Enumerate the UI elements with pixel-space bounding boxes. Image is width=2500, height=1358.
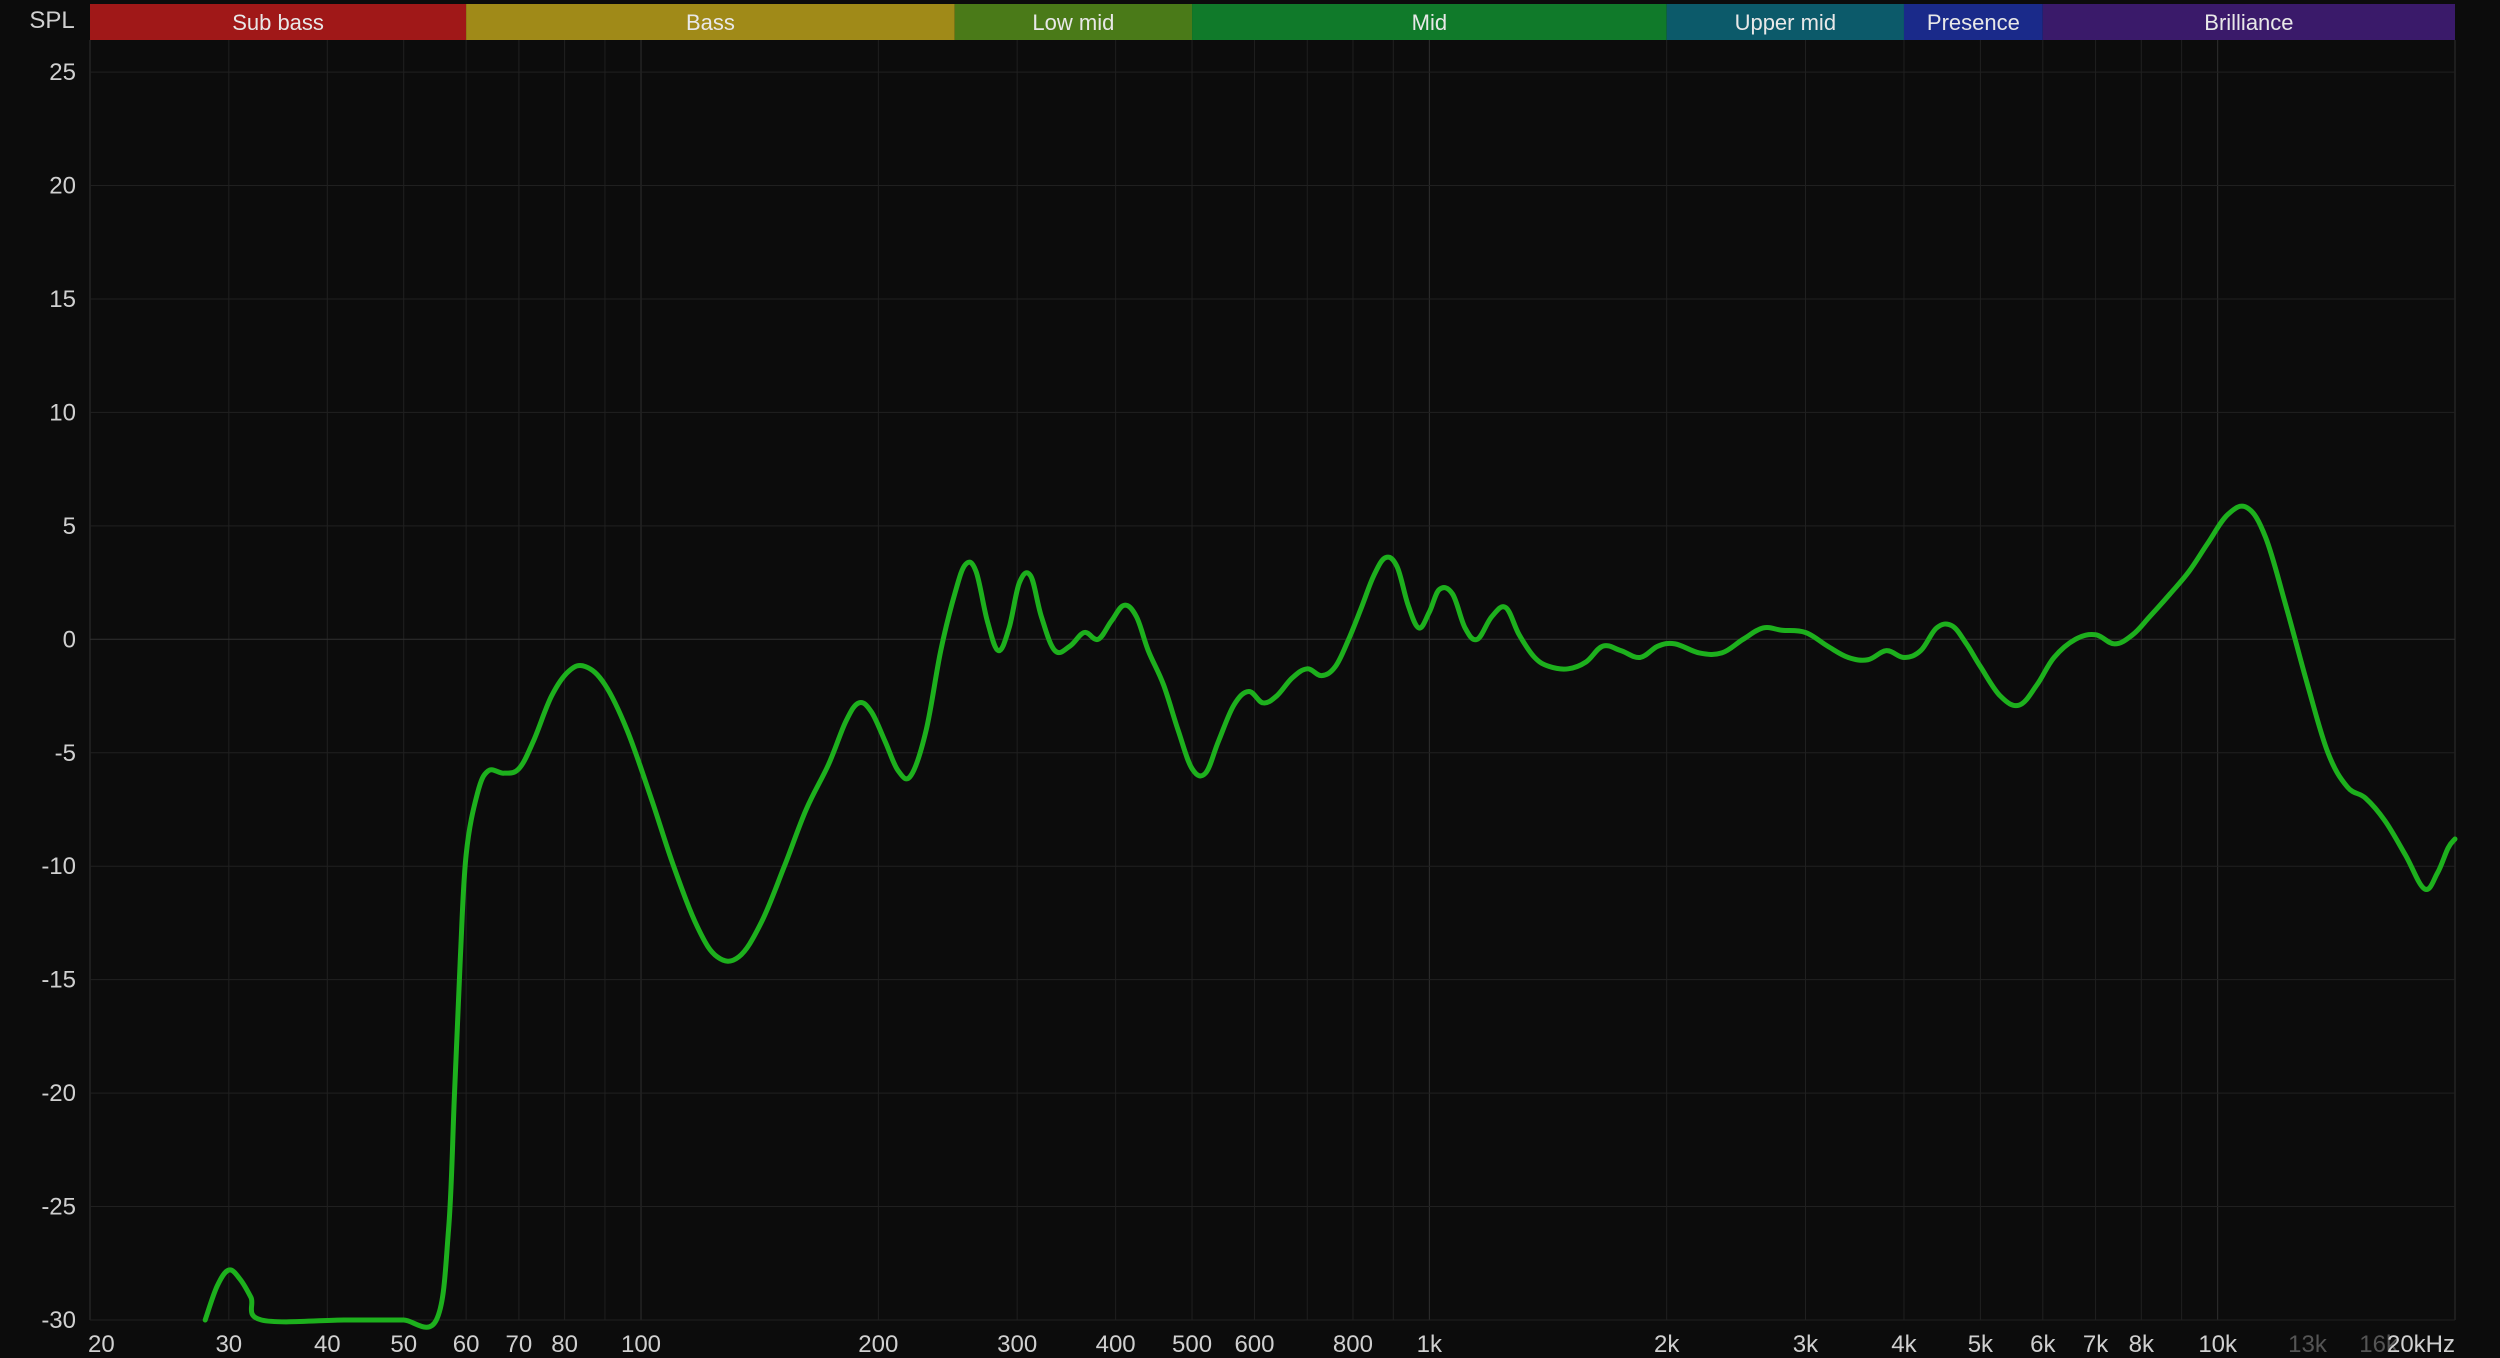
y-axis-label: SPL bbox=[29, 7, 74, 34]
x-tick-label: 400 bbox=[1096, 1331, 1136, 1358]
x-tick-label: 1k bbox=[1417, 1331, 1443, 1358]
x-tick-label: 200 bbox=[858, 1331, 898, 1358]
chart-background bbox=[0, 0, 2500, 1358]
band-label-bass: Bass bbox=[686, 10, 735, 35]
chart-svg: Sub bass Bass Low mid Mid Upper mid Presence B… bbox=[0, 0, 2500, 1358]
y-tick-label: 15 bbox=[49, 286, 76, 313]
y-tick-label: -10 bbox=[41, 853, 76, 880]
y-tick-label: 5 bbox=[63, 513, 76, 540]
y-tick-label: -30 bbox=[41, 1307, 76, 1334]
x-tick-label: 2k bbox=[1654, 1331, 1680, 1358]
x-tick-label: 60 bbox=[453, 1331, 480, 1358]
x-tick-label: 300 bbox=[997, 1331, 1037, 1358]
x-tick-label: 80 bbox=[551, 1331, 578, 1358]
x-tick-label: 8k bbox=[2129, 1331, 2155, 1358]
y-tick-label: 25 bbox=[49, 59, 76, 86]
y-tick-label: 10 bbox=[49, 399, 76, 426]
x-tick-label: 20kHz bbox=[2387, 1331, 2455, 1358]
x-tick-label: 100 bbox=[621, 1331, 661, 1358]
band-label-brilliance: Brilliance bbox=[2204, 10, 2293, 35]
x-tick-label: 3k bbox=[1793, 1331, 1819, 1358]
band-label-presence: Presence bbox=[1927, 10, 2020, 35]
x-tick-label: 13k bbox=[2288, 1331, 2328, 1358]
x-tick-label: 30 bbox=[215, 1331, 242, 1358]
x-tick-label: 20 bbox=[88, 1331, 115, 1358]
band-label-low-mid: Low mid bbox=[1032, 10, 1114, 35]
x-tick-label: 500 bbox=[1172, 1331, 1212, 1358]
x-tick-label: 5k bbox=[1968, 1331, 1994, 1358]
x-tick-label: 800 bbox=[1333, 1331, 1373, 1358]
band-label-upper-mid: Upper mid bbox=[1735, 10, 1836, 35]
x-tick-label: 50 bbox=[390, 1331, 417, 1358]
frequency-response-chart: Sub bass Bass Low mid Mid Upper mid Presence B… bbox=[0, 0, 2500, 1358]
x-tick-label: 4k bbox=[1891, 1331, 1917, 1358]
band-label-sub-bass: Sub bass bbox=[232, 10, 324, 35]
y-tick-label: -15 bbox=[41, 967, 76, 994]
x-tick-label: 70 bbox=[506, 1331, 533, 1358]
x-tick-label: 40 bbox=[314, 1331, 341, 1358]
y-tick-label: 20 bbox=[49, 173, 76, 200]
y-tick-label: 0 bbox=[63, 626, 76, 653]
y-tick-label: -20 bbox=[41, 1080, 76, 1107]
x-tick-label: 7k bbox=[2083, 1331, 2109, 1358]
band-label-mid: Mid bbox=[1412, 10, 1447, 35]
x-tick-label: 600 bbox=[1234, 1331, 1274, 1358]
x-tick-label: 10k bbox=[2198, 1331, 2238, 1358]
y-tick-label: -5 bbox=[55, 740, 76, 767]
x-tick-label: 6k bbox=[2030, 1331, 2056, 1358]
y-tick-label: -25 bbox=[41, 1194, 76, 1221]
frequency-bands: Sub bass Bass Low mid Mid Upper mid Presence B… bbox=[90, 4, 2455, 40]
